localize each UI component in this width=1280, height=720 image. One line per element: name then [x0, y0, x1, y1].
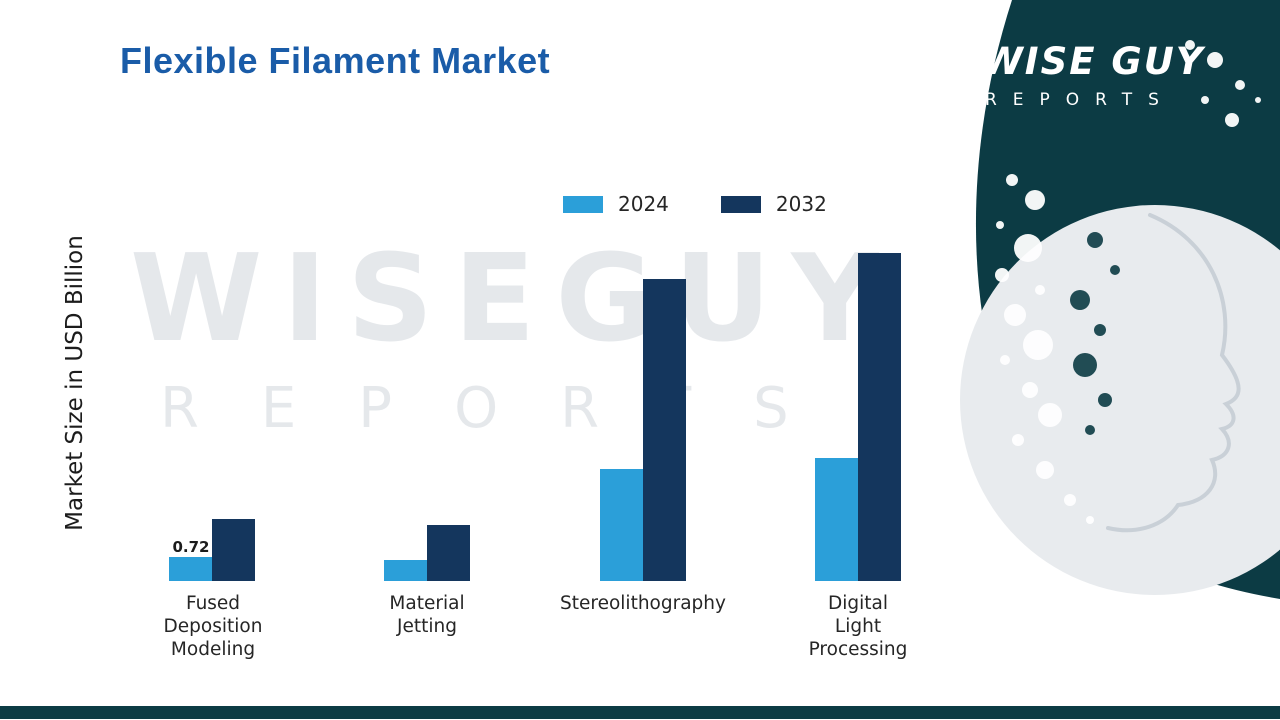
dot-cluster-icon: [995, 40, 1261, 524]
category-label: Stereolithography: [560, 593, 726, 614]
page-title: Flexible Filament Market: [120, 40, 551, 81]
legend-swatch: [563, 195, 603, 213]
bar-2032: [212, 519, 255, 581]
bar-2024: [169, 557, 212, 581]
bottom-accent-bar: [0, 706, 1280, 719]
category-label: Material Jetting: [389, 593, 465, 637]
bar-value-label: 0.72: [172, 538, 210, 556]
dot-cluster-dark-icon: [1070, 232, 1120, 435]
legend-label: 2024: [618, 192, 669, 216]
bar-group: [384, 525, 470, 581]
legend-swatch: [720, 195, 761, 213]
bar-2024: [384, 560, 427, 581]
legend-item-2024: 2024: [563, 192, 669, 216]
legend-item-2032: 2032: [720, 192, 827, 216]
bar-2024: [600, 469, 643, 581]
bar-group: [600, 279, 686, 581]
brand-wordmark: WISE GUY REPORTS: [982, 40, 1205, 110]
bar-group: [815, 253, 901, 581]
bar-2032: [858, 253, 901, 581]
y-axis-label: Market Size in USD Billion: [62, 235, 88, 531]
category-label: Fused Deposition Modeling: [163, 593, 263, 660]
bar-chart: 0.72: [150, 230, 940, 581]
legend-label: 2032: [775, 192, 827, 216]
brand-subtitle: REPORTS: [985, 90, 1175, 110]
bar-2024: [815, 458, 858, 581]
category-label: Digital Light Processing: [808, 593, 908, 660]
face-profile-icon: [1106, 213, 1241, 533]
face-circle: [960, 205, 1280, 595]
bar-group: [169, 519, 255, 581]
bar-2032: [643, 279, 686, 581]
chart-legend: 2024 2032: [563, 192, 827, 216]
brand-name: WISE GUY: [982, 40, 1205, 83]
bar-2032: [427, 525, 470, 581]
watermark-brand: WISEGUY: [130, 230, 899, 369]
